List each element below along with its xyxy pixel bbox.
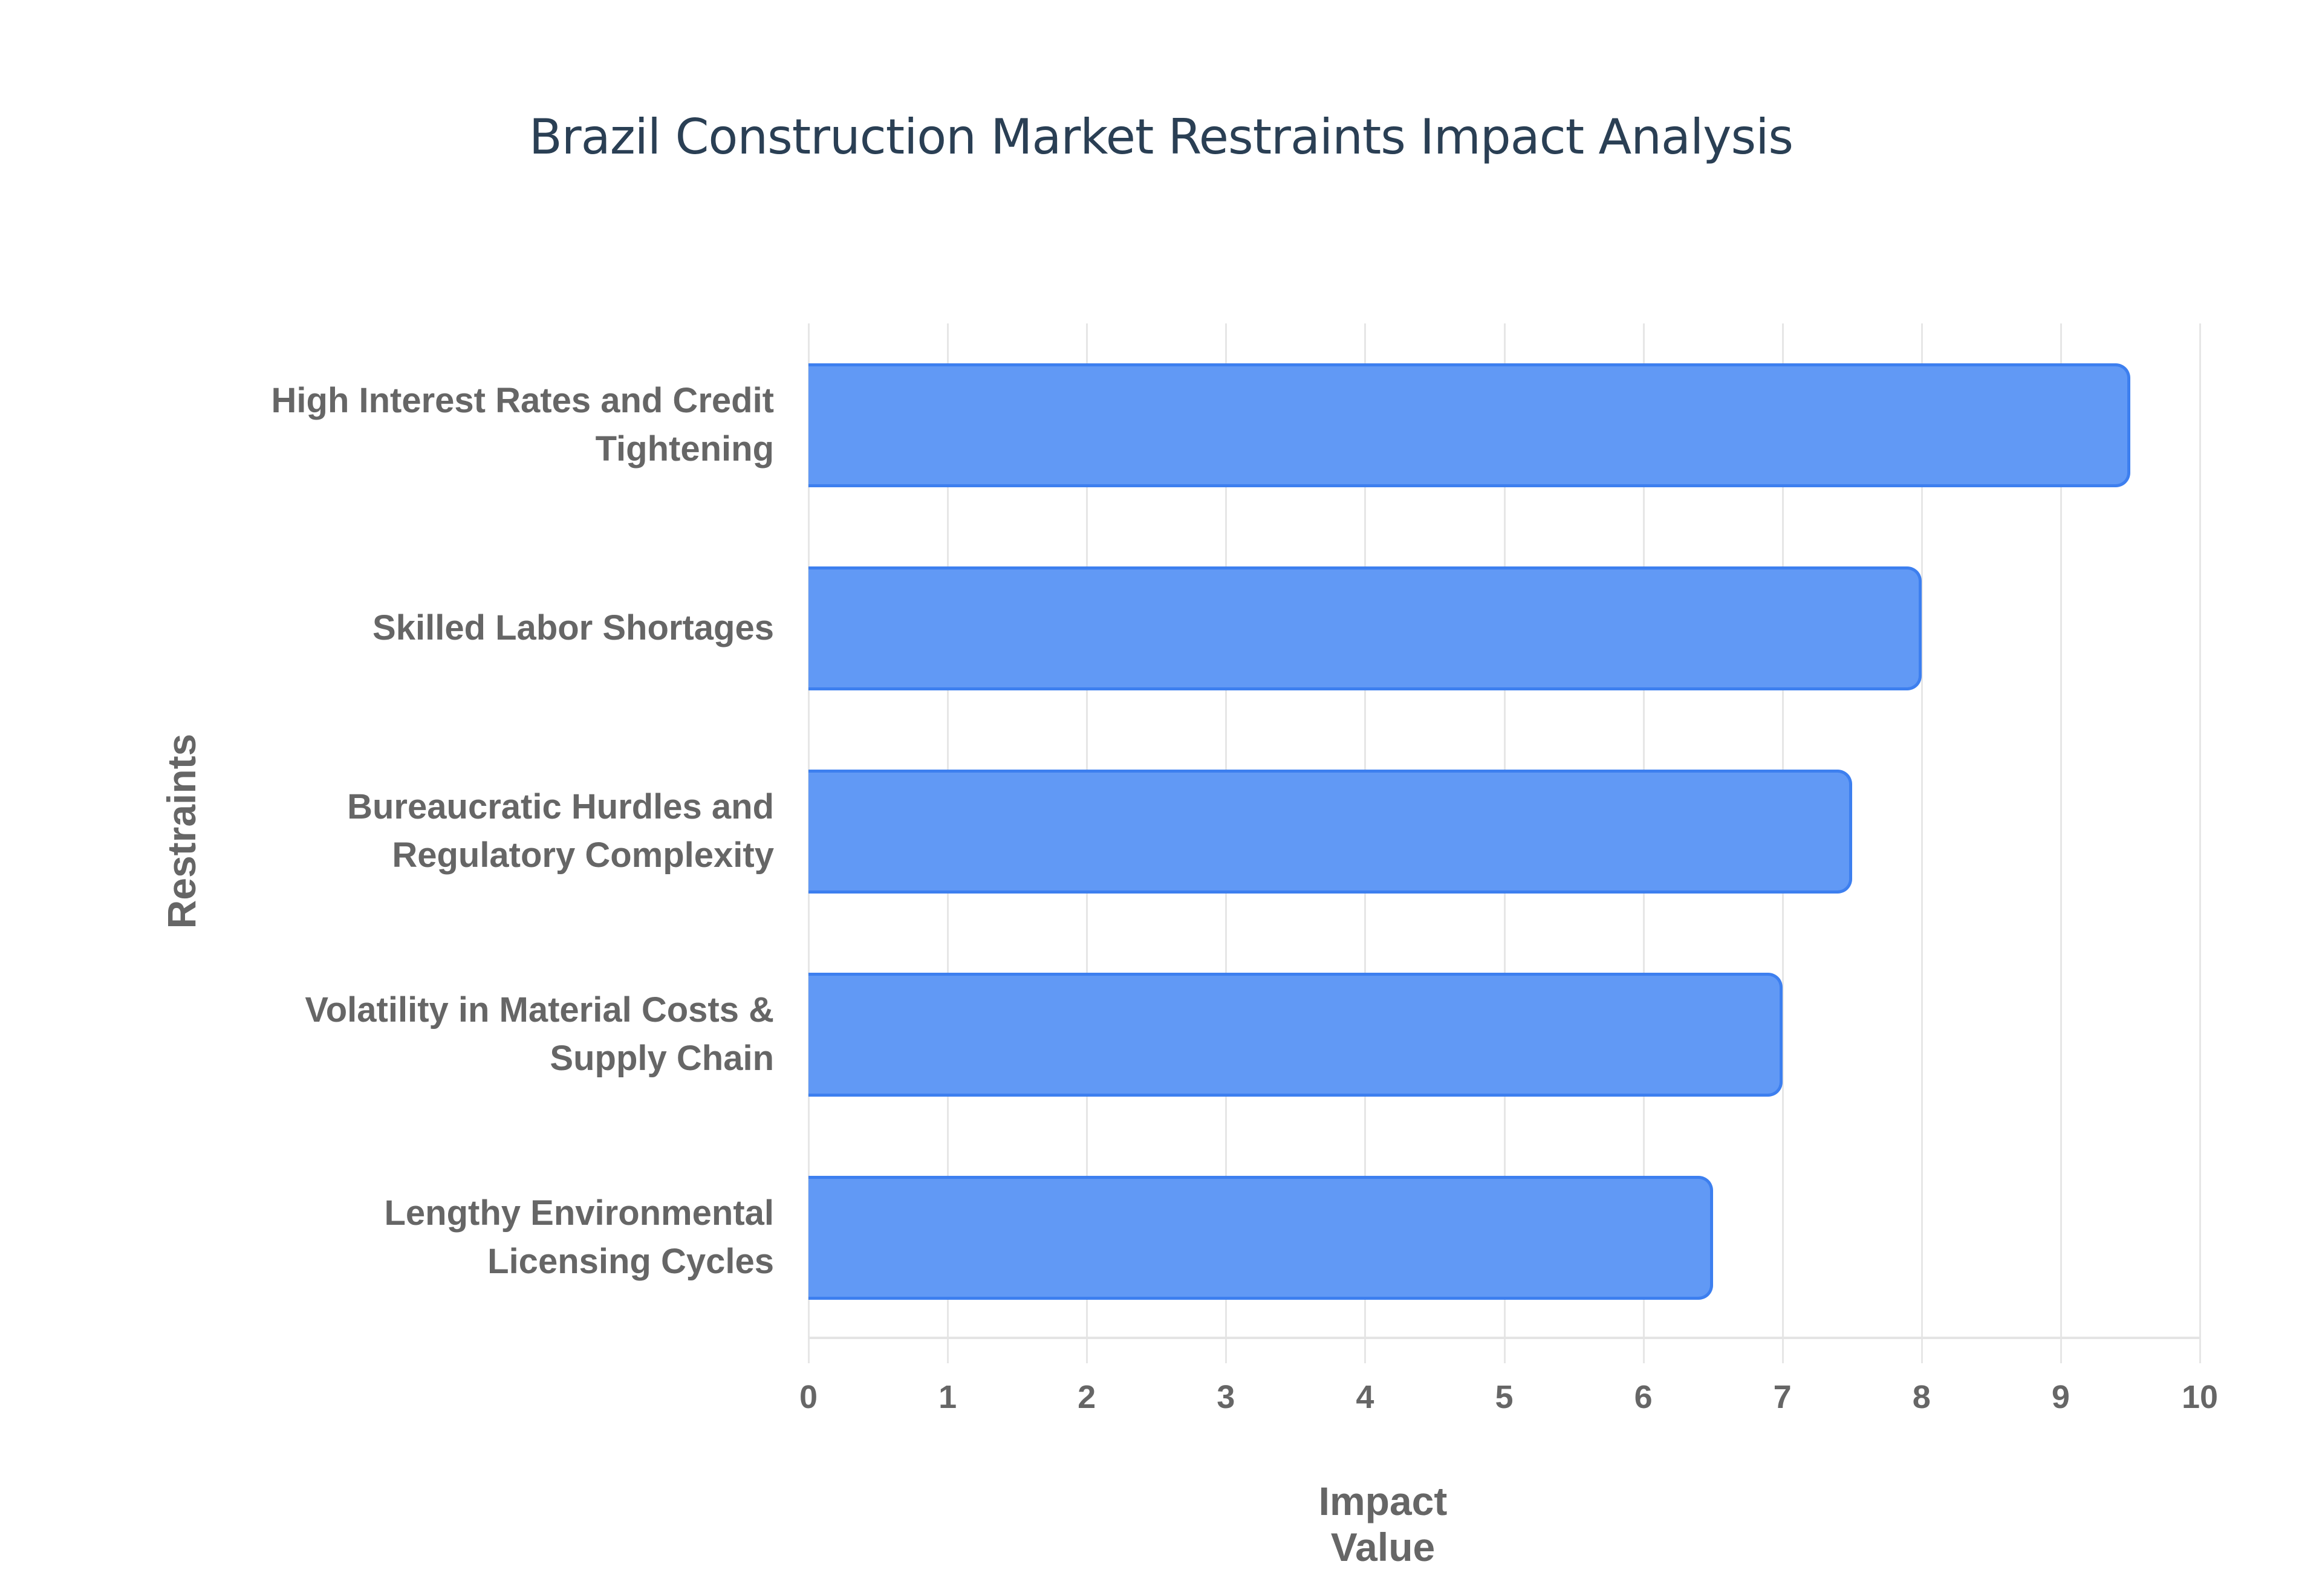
x-tick-label: 6	[1634, 1379, 1653, 1415]
tick-mark	[1086, 1339, 1088, 1363]
gridline	[1920, 323, 1923, 1339]
bar[interactable]	[808, 1176, 1713, 1300]
y-category-label: Bureaucratic Hurdles and Regulatory Compl…	[169, 783, 774, 880]
gridline	[2060, 323, 2062, 1339]
x-axis-line	[808, 1337, 2200, 1339]
category-label-line: Licensing Cycles	[487, 1242, 774, 1281]
tick-mark	[947, 1339, 949, 1363]
category-label-line: Lengthy Environmental	[384, 1193, 774, 1233]
tick-mark	[1920, 1339, 1923, 1363]
category-label-line: Supply Chain	[550, 1039, 774, 1078]
bar[interactable]	[808, 770, 1852, 894]
tick-mark	[1642, 1339, 1645, 1363]
x-tick-label: 4	[1356, 1379, 1374, 1415]
tick-mark	[1364, 1339, 1367, 1363]
category-label-line: Volatility in Material Costs &	[305, 990, 774, 1030]
tick-mark	[1503, 1339, 1506, 1363]
x-tick-label: 0	[799, 1379, 818, 1415]
category-label-line: Skilled Labor Shortages	[372, 608, 774, 647]
x-tick-label: 10	[2181, 1379, 2219, 1415]
tick-mark	[1781, 1339, 1784, 1363]
y-axis-title: Restraints	[159, 733, 204, 929]
tick-mark	[808, 1339, 810, 1363]
x-tick-label: 7	[1773, 1379, 1792, 1415]
x-tick-label: 1	[938, 1379, 957, 1415]
plot-area	[808, 323, 2201, 1363]
y-category-label: Lengthy Environmental Licensing Cycles	[169, 1189, 774, 1286]
category-label-line: High Interest Rates and Credit	[271, 381, 774, 420]
gridline	[2199, 323, 2201, 1339]
x-tick-label: 5	[1495, 1379, 1514, 1415]
chart-title: Brazil Construction Market Restraints Im…	[528, 109, 1794, 165]
x-tick-label: 2	[1078, 1379, 1096, 1415]
category-label-line: Regulatory Complexity	[392, 835, 774, 875]
x-axis-title: Impact Value	[1318, 1479, 1448, 1569]
y-category-label: Skilled Labor Shortages	[169, 604, 774, 652]
category-label-line: Tightening	[595, 429, 774, 469]
x-tick-label: 8	[1912, 1379, 1931, 1415]
tick-mark	[2060, 1339, 2062, 1363]
bar[interactable]	[808, 566, 1922, 690]
x-tick-label: 9	[2051, 1379, 2070, 1415]
y-category-label: Volatility in Material Costs & Supply Cha…	[169, 986, 774, 1083]
x-tick-label: 3	[1217, 1379, 1235, 1415]
y-category-label: High Interest Rates and Credit Tightening	[169, 377, 774, 473]
bar[interactable]	[808, 973, 1783, 1097]
bar[interactable]	[808, 363, 2130, 487]
category-label-line: Bureaucratic Hurdles and	[347, 787, 774, 826]
tick-mark	[1225, 1339, 1228, 1363]
tick-mark	[2199, 1339, 2201, 1363]
